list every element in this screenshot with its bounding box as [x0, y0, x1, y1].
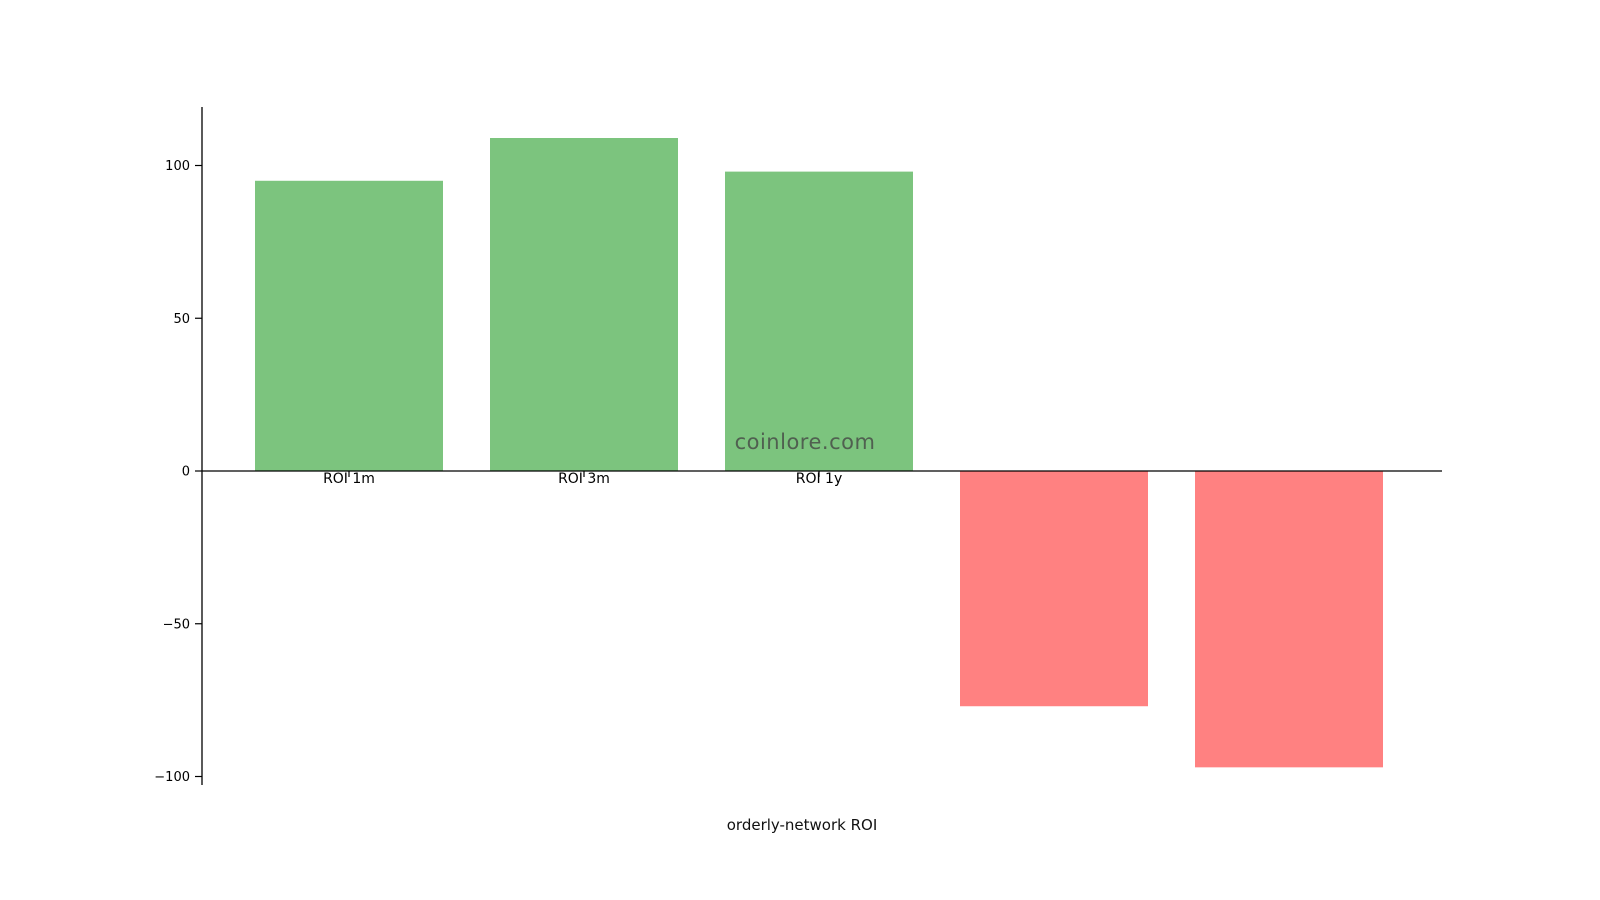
- bar-neg-4: [1195, 471, 1383, 768]
- bar-neg-3: [960, 471, 1148, 707]
- chart-title: orderly-network ROI: [726, 816, 878, 834]
- x-tick-label: ROI 1y: [796, 471, 843, 487]
- bar-roi-1m: [255, 180, 443, 471]
- bar-roi-1y: [725, 171, 913, 472]
- y-tick-label: −50: [163, 617, 190, 632]
- bar-roi-3m: [490, 138, 678, 471]
- y-tick-label: 50: [173, 312, 190, 327]
- x-tick-label: ROI 3m: [558, 471, 610, 487]
- y-tick-label: 0: [182, 465, 190, 480]
- x-tick-label: ROI 1m: [323, 471, 375, 487]
- y-tick-label: −100: [154, 770, 190, 785]
- y-tick-label: 100: [165, 159, 190, 174]
